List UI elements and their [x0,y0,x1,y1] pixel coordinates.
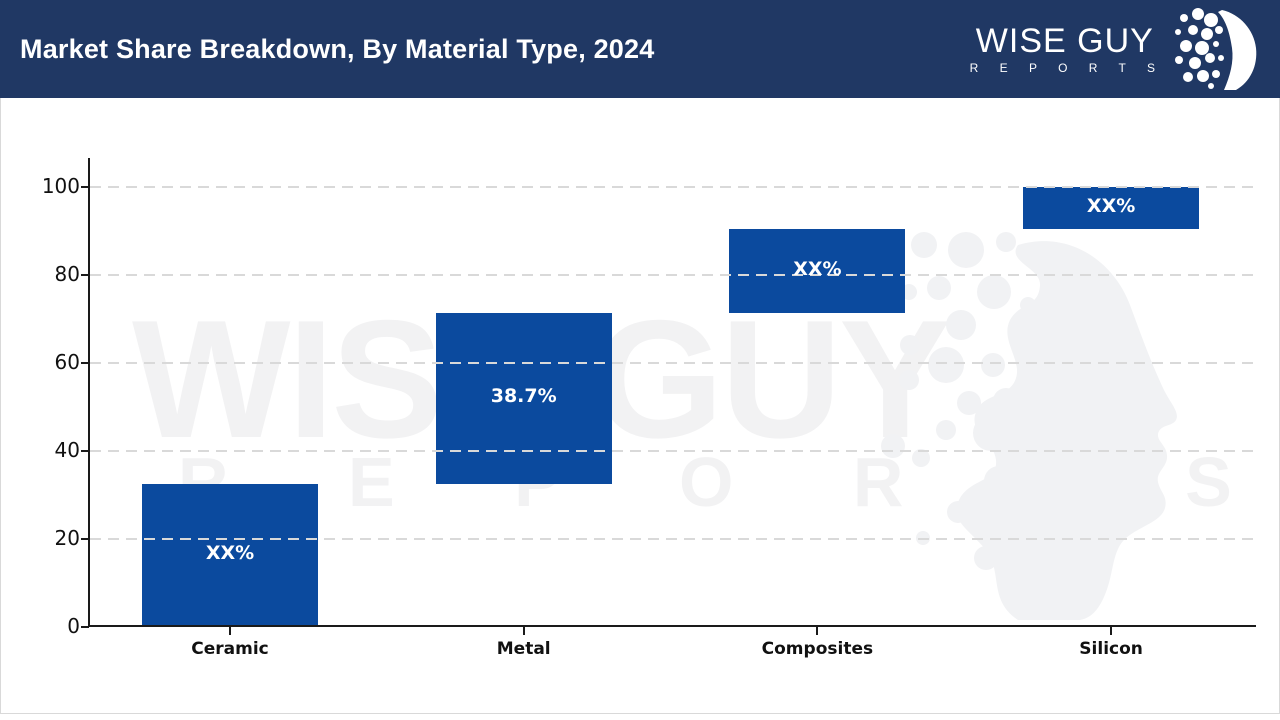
x-tick-label-metal: Metal [496,639,551,659]
bar-silicon [1023,187,1200,230]
y-tick-40 [81,450,89,452]
brand-wordmark: WISE GUY R E P O R T S [966,24,1164,74]
bar-ceramic [142,483,318,627]
watermark-face-icon [881,232,1177,620]
x-tick-silicon [1110,627,1113,635]
bar-label-composites: XX% [793,258,842,281]
brand-logo: WISE GUY R E P O R T S [966,6,1262,92]
gridline-y-100 [90,186,1256,188]
y-axis-line [88,158,90,627]
y-tick-60 [81,362,89,364]
y-tick-label-100: 100 [41,174,80,198]
x-tick-composites [816,627,819,635]
brand-subtitle: R E P O R T S [969,61,1164,75]
x-axis-line [88,625,1256,627]
y-tick-label-40: 40 [54,438,80,462]
bar-metal [435,313,612,484]
header-bar: Market Share Breakdown, By Material Type… [0,0,1280,98]
bar-label-ceramic: XX% [205,542,255,565]
y-tick-0 [81,626,89,628]
y-tick-label-20: 20 [54,526,80,550]
gridline-y-60 [90,362,1256,364]
bar-composites [729,229,906,314]
gridline-y-40 [90,450,1256,452]
gridline-y-80 [90,274,1256,276]
y-tick-100 [81,186,89,188]
x-tick-ceramic [229,627,231,635]
brand-name: WISE GUY [975,22,1154,60]
y-tick-label-0: 0 [67,614,80,638]
page-title: Market Share Breakdown, By Material Type… [20,33,655,64]
x-tick-label-silicon: Silicon [1079,639,1143,659]
x-tick-label-composites: Composites [761,639,874,659]
y-tick-label-80: 80 [54,262,80,286]
bar-label-silicon: XX% [1086,195,1136,218]
x-tick-metal [522,627,525,635]
x-tick-label-ceramic: Ceramic [191,639,269,659]
bar-label-metal: 38.7% [490,385,557,408]
y-tick-80 [81,274,89,276]
brand-face-icon [1175,8,1257,90]
y-tick-label-60: 60 [54,350,80,374]
y-tick-20 [81,538,89,540]
gridline-y-20 [90,538,1256,540]
